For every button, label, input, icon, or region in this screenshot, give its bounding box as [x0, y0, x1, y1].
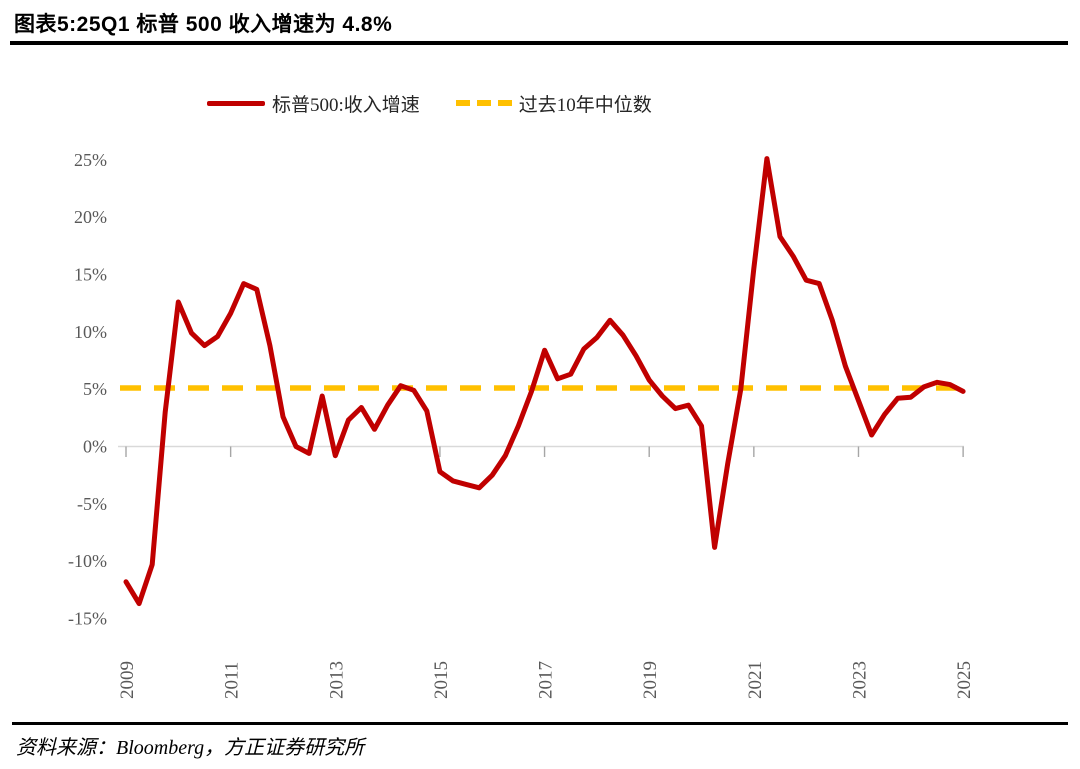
y-axis-tick-label: 15%	[74, 264, 107, 284]
data-source-text: 资料来源：Bloomberg，方正证券研究所	[16, 737, 365, 759]
title-rule	[10, 41, 1068, 45]
y-axis-tick-label: -10%	[68, 551, 107, 571]
y-axis-tick-label: 10%	[74, 322, 107, 342]
y-axis-tick-label: 20%	[74, 207, 107, 227]
y-axis-tick-label: -5%	[77, 494, 107, 514]
x-axis-tick-label: 2013	[326, 661, 347, 699]
y-axis-tick-label: 25%	[74, 150, 107, 170]
chart-title: 图表5:25Q1 标普 500 收入增速为 4.8%	[14, 13, 393, 36]
x-axis-tick-label: 2017	[536, 661, 557, 699]
x-axis-tick-label: 2019	[640, 661, 661, 699]
red-line-swatch	[207, 100, 265, 106]
revenue-growth-line	[123, 156, 966, 607]
x-axis-tick-label: 2025	[954, 661, 975, 699]
y-axis-tick-label: -15%	[68, 609, 107, 629]
x-axis-tick-label: 2023	[849, 661, 870, 699]
x-axis-tick-label: 2009	[117, 661, 138, 699]
legend-item-median: 过去10年中位数	[455, 90, 652, 117]
x-axis-tick-label: 2015	[431, 661, 452, 699]
x-axis-tick-label: 2011	[222, 662, 243, 699]
legend-label: 标普500:收入增速	[272, 94, 420, 116]
x-axis-tick-label: 2021	[745, 661, 766, 699]
footer-rule	[12, 722, 1068, 725]
y-axis-tick-label: 0%	[83, 437, 107, 457]
yellow-dashed-swatch	[455, 100, 512, 106]
legend-item-revenue-growth: 标普500:收入增速	[207, 90, 420, 117]
y-axis-tick-label: 5%	[83, 379, 107, 399]
chart-legend: 标普500:收入增速 过去10年中位数	[207, 90, 652, 117]
legend-label: 过去10年中位数	[518, 94, 652, 116]
